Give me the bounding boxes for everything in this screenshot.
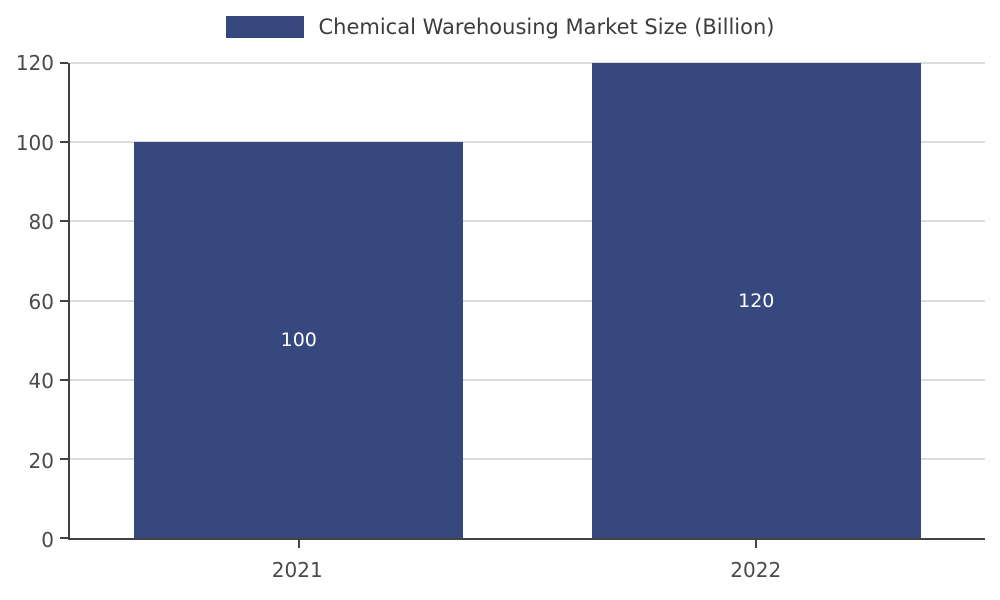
x-tick-label: 2021 [271, 558, 323, 582]
y-tick-label: 80 [28, 210, 54, 235]
y-tick-labels: 0 20 40 60 80 100 120 [0, 53, 54, 550]
gridline [70, 378, 985, 381]
x-tick-mark [297, 540, 300, 548]
y-tick-label: 100 [15, 130, 54, 155]
bars: 100 120 [70, 63, 985, 538]
y-tick-mark [60, 62, 68, 64]
legend-swatch [225, 16, 304, 38]
y-tick-mark [60, 220, 68, 223]
y-tick-mark [60, 378, 68, 381]
bar: 100 [134, 142, 464, 538]
y-tick-mark [60, 537, 68, 539]
x-tick-mark [755, 540, 758, 548]
y-tick-mark [60, 299, 68, 302]
bar-value-label: 100 [280, 329, 317, 352]
x-tick-labels: 2021 2022 [68, 554, 985, 586]
y-tick-mark [60, 457, 68, 460]
x-tick-marks [70, 63, 985, 548]
bar-slot: 120 [528, 63, 986, 538]
plot-area: 100 120 [60, 62, 985, 548]
gridline [70, 299, 985, 302]
legend: Chemical Warehousing Market Size (Billio… [0, 15, 1000, 39]
y-tick-mark [60, 141, 68, 144]
gridline [70, 62, 985, 64]
y-tick-label: 0 [41, 528, 54, 552]
gridline [70, 220, 985, 223]
y-tick-label: 120 [15, 51, 54, 75]
gridlines [70, 62, 985, 538]
y-tick-label: 20 [28, 448, 54, 473]
y-tick-label: 40 [28, 369, 54, 394]
bar: 120 [591, 63, 921, 538]
gridline [70, 141, 985, 144]
legend-label: Chemical Warehousing Market Size (Billio… [318, 15, 775, 39]
gridline [70, 457, 985, 460]
bar-value-label: 120 [738, 289, 775, 312]
y-tick-label: 60 [28, 289, 54, 314]
y-tick-marks [60, 62, 985, 539]
x-tick-label: 2022 [730, 558, 782, 582]
bar-slot: 100 [70, 63, 528, 538]
